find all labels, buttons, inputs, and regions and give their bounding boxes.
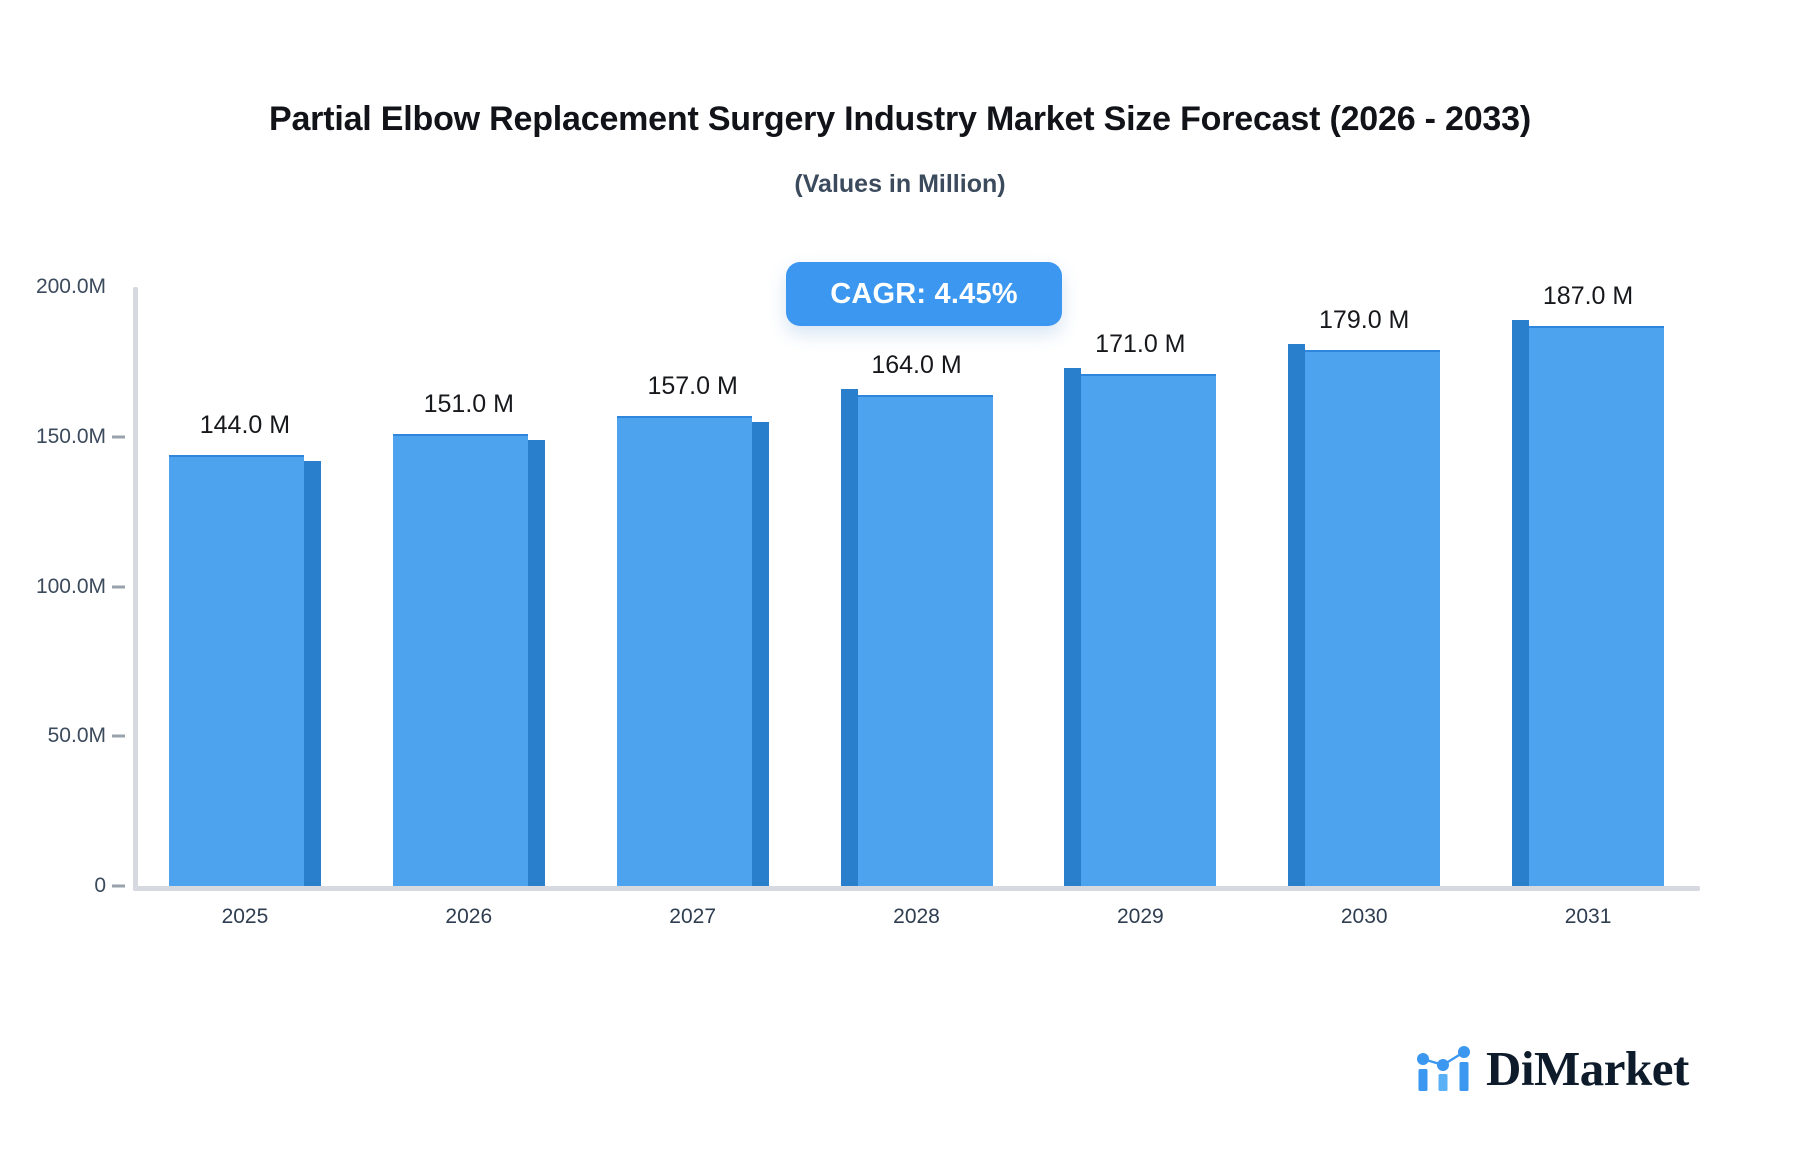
x-tick-label: 2028 (893, 905, 940, 928)
bar-2031 (1512, 319, 1665, 886)
bar-value-label: 171.0 M (1095, 329, 1186, 358)
bar-side-face (527, 439, 545, 888)
bar-front-face (1529, 325, 1665, 886)
bar-2025 (168, 454, 321, 888)
x-tick-label: 2027 (669, 905, 716, 928)
bar-front-face (168, 454, 304, 886)
y-tick-label: 50.0M (47, 724, 106, 748)
dimarket-logo: DiMarket (1416, 1040, 1689, 1096)
bar-front-face (857, 394, 993, 886)
x-tick-label: 2030 (1340, 905, 1388, 928)
bar-front-face (616, 415, 752, 886)
logo-text: DiMarket (1486, 1040, 1689, 1096)
bar-value-label: 157.0 M (647, 371, 738, 400)
bar-side-face (303, 460, 321, 888)
bar-chart-icon (1417, 1046, 1470, 1091)
x-tick-label: 2031 (1564, 905, 1612, 928)
x-axis-line (133, 886, 1700, 891)
x-tick-label: 2026 (445, 905, 493, 928)
bar-2029 (1064, 367, 1217, 886)
y-tick-label: 200.0M (35, 275, 106, 298)
y-tick-label: 100.0M (35, 574, 106, 598)
y-axis-line (133, 287, 138, 891)
y-tick-mark (112, 734, 125, 738)
y-tick-mark (112, 884, 125, 888)
bar-side-face (751, 421, 769, 888)
bar-2026 (392, 433, 545, 888)
bar-front-face (1305, 349, 1441, 886)
bar-front-face (392, 433, 528, 886)
bar-value-label: 164.0 M (871, 350, 962, 379)
y-tick-label: 0 (94, 874, 106, 897)
x-tick-label: 2025 (221, 905, 269, 928)
page-title: Partial Elbow Replacement Surgery Indust… (269, 100, 1531, 138)
bar-side-face (1064, 367, 1082, 886)
bar-front-face (1081, 373, 1217, 886)
bar-2030 (1288, 343, 1441, 886)
bar-side-face (1512, 319, 1530, 886)
y-tick-label: 150.0M (35, 424, 106, 448)
y-tick-mark (112, 435, 125, 439)
cagr-badge: CAGR: 4.45% (786, 262, 1062, 326)
bar-side-face (1288, 343, 1306, 886)
y-tick-mark (112, 585, 125, 588)
bar-side-face (840, 388, 858, 886)
cagr-badge-label: CAGR: 4.45% (830, 277, 1018, 310)
chart-subtitle: (Values in Million) (794, 170, 1006, 198)
bar-value-label: 179.0 M (1319, 305, 1410, 334)
bar-value-label: 144.0 M (199, 410, 291, 439)
bar-2027 (616, 415, 769, 888)
bar-2028 (840, 388, 993, 886)
bar-value-label: 187.0 M (1542, 281, 1634, 310)
x-tick-label: 2029 (1116, 905, 1164, 928)
bar-value-label: 151.0 M (423, 389, 514, 418)
